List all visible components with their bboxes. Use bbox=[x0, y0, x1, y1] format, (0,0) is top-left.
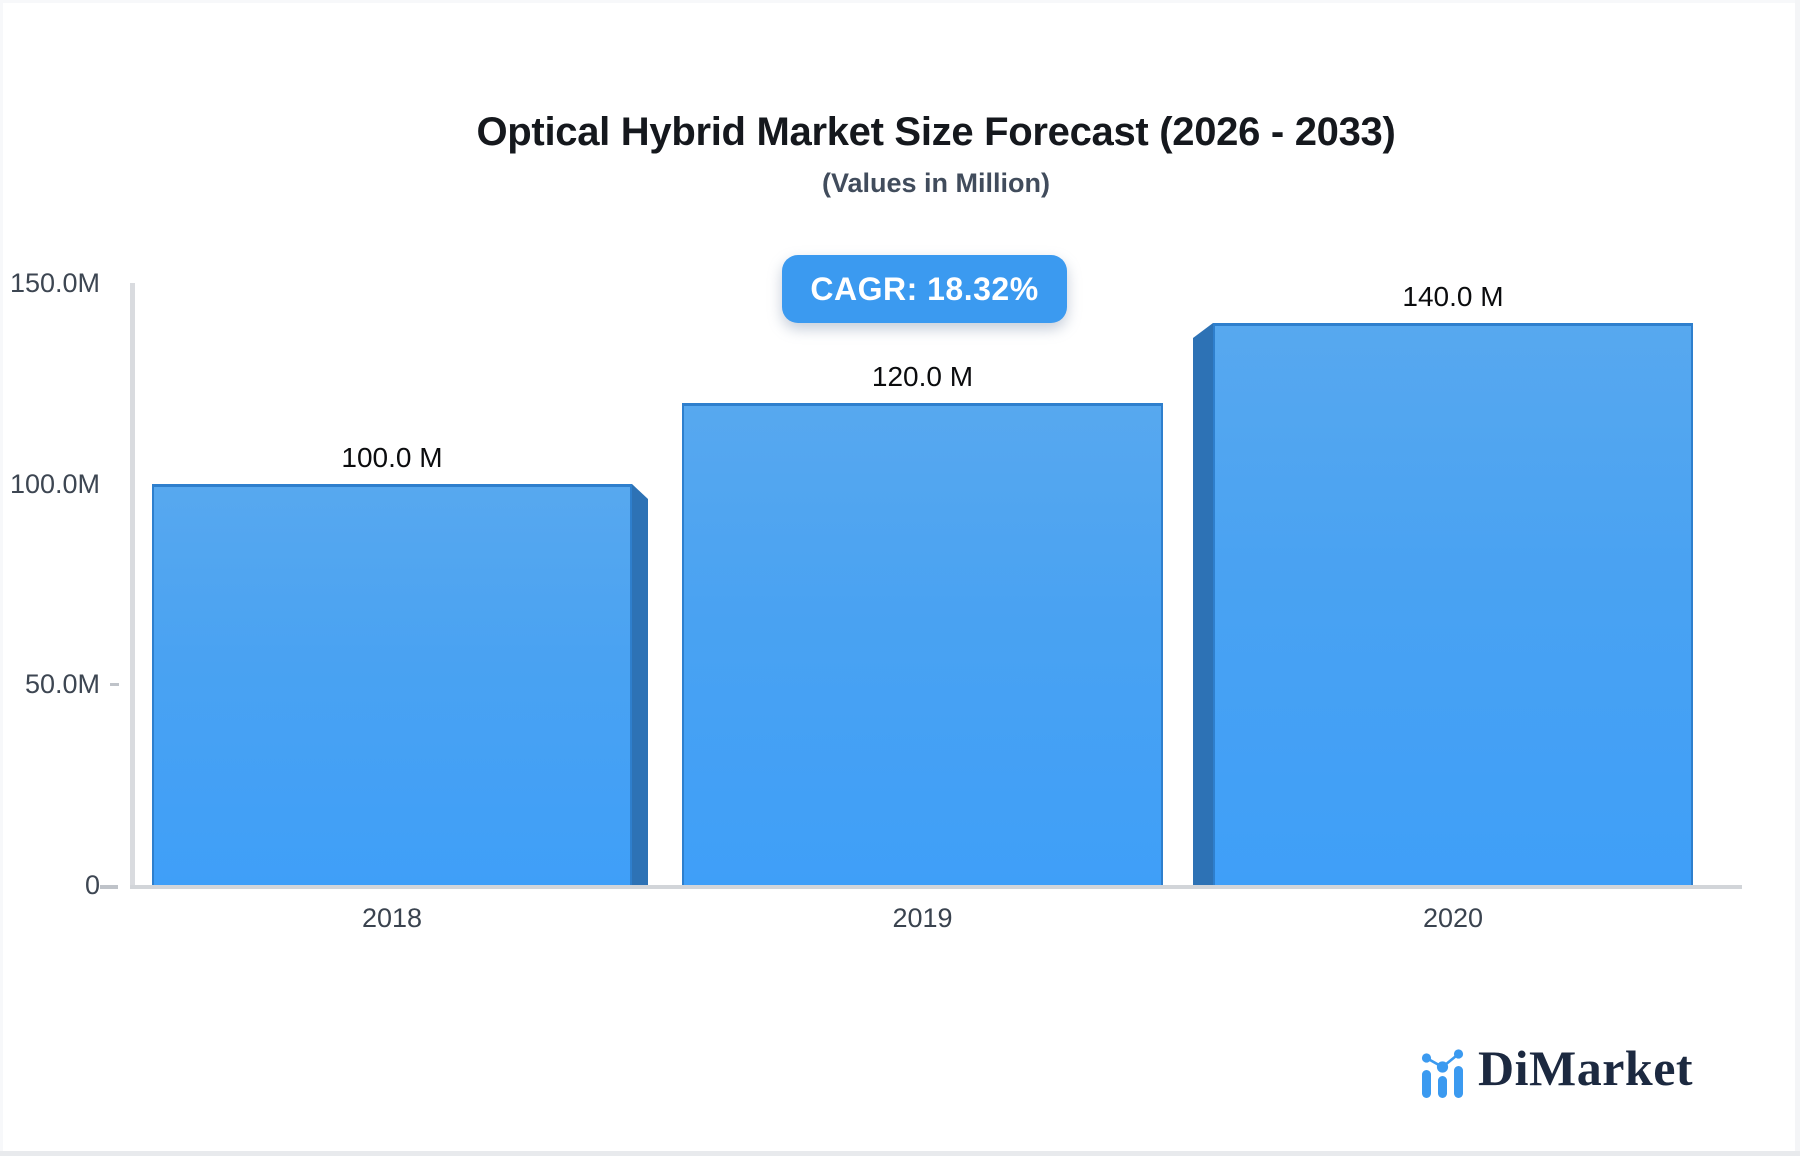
dimarket-logo-text: DiMarket bbox=[1478, 1040, 1694, 1096]
bar-3d-side bbox=[632, 484, 648, 885]
page-edge-left bbox=[0, 0, 3, 1156]
x-axis-label-2018: 2018 bbox=[361, 903, 423, 933]
bar-2018[interactable] bbox=[152, 484, 632, 885]
bar-3d-side bbox=[1193, 323, 1213, 885]
dimarket-logo-icon bbox=[1421, 1049, 1464, 1098]
x-axis-label-2020: 2020 bbox=[1422, 903, 1484, 933]
bar-value-label: 140.0 M bbox=[1402, 281, 1504, 312]
cagr-badge: CAGR: 18.32% bbox=[782, 255, 1067, 323]
y-tick-mark-50 bbox=[110, 683, 119, 686]
y-tick-150: 150.0M bbox=[9, 268, 100, 298]
page-edge-bottom bbox=[0, 1151, 1800, 1156]
y-tick-0: 0 bbox=[84, 870, 100, 900]
y-tick-50: 50.0M bbox=[24, 669, 100, 699]
chart-subtitle: (Values in Million) bbox=[821, 168, 1051, 198]
y-tick-100: 100.0M bbox=[9, 469, 100, 499]
chart-title: Optical Hybrid Market Size Forecast (202… bbox=[476, 110, 1396, 154]
bar-value-label: 100.0 M bbox=[341, 442, 443, 473]
page-edge-top bbox=[0, 0, 1800, 3]
dimarket-logo[interactable]: DiMarket bbox=[1420, 1040, 1693, 1098]
x-axis-label-2019: 2019 bbox=[892, 903, 953, 933]
bar-value-label: 120.0 M bbox=[871, 361, 974, 392]
bar-2019[interactable] bbox=[682, 403, 1163, 885]
y-tick-mark-0 bbox=[100, 885, 118, 889]
y-axis-line bbox=[130, 283, 135, 889]
page-edge-right bbox=[1795, 0, 1800, 1156]
bar-2020[interactable] bbox=[1213, 323, 1693, 885]
x-axis-line bbox=[130, 885, 1742, 889]
